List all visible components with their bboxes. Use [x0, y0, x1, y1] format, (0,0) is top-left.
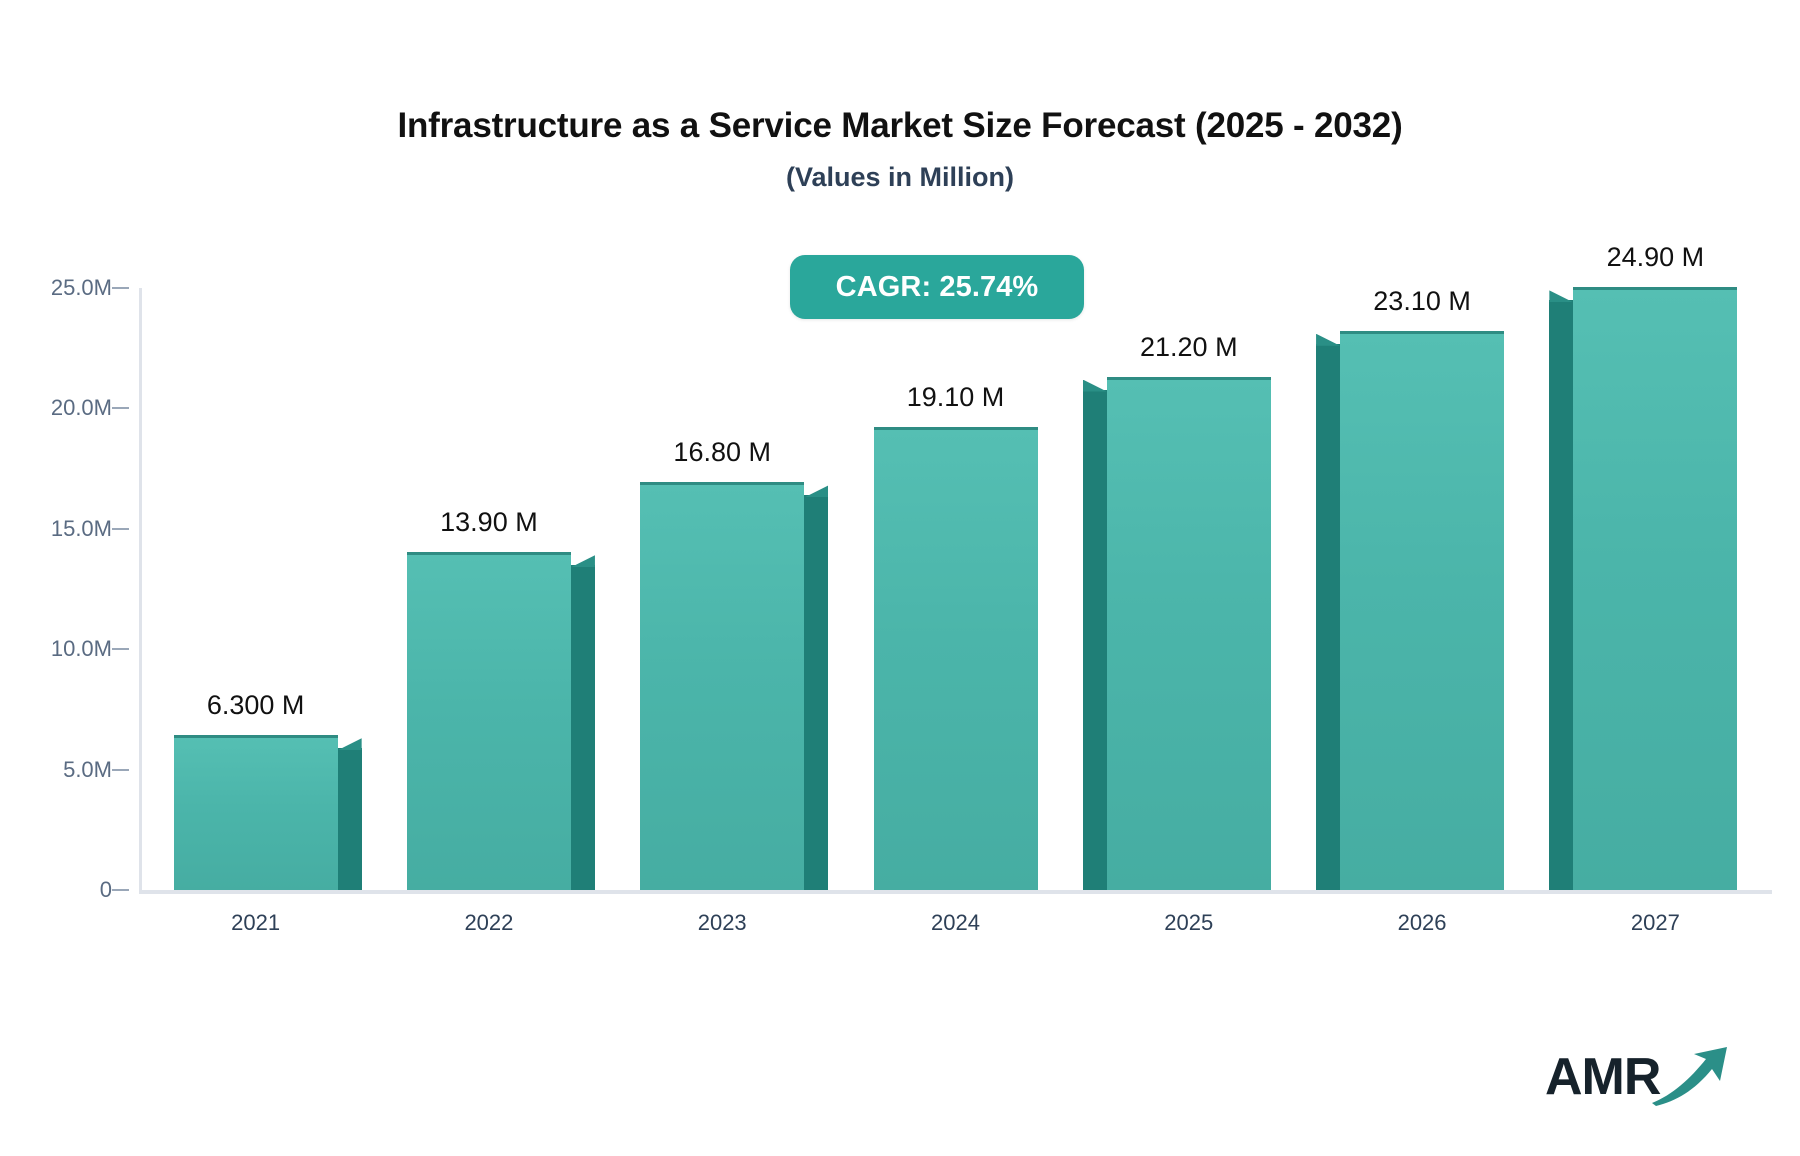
y-axis-tick-label: 10.0M [50, 636, 112, 662]
amr-logo-text: AMR [1545, 1048, 1661, 1106]
y-axis-tick-label: 0 [99, 877, 112, 902]
bar-top-bevel [1316, 333, 1341, 346]
bar-2026[interactable] [1316, 330, 1505, 890]
bar-side-face [570, 565, 595, 890]
page-title: Infrastructure as a Service Market Size … [397, 106, 1403, 145]
y-axis-tick-mark [112, 527, 129, 530]
x-axis-tick-label: 2024 [931, 910, 980, 935]
y-axis-tick-mark [112, 287, 129, 289]
x-axis-tick-label: 2023 [697, 910, 747, 935]
bar-top-bevel [1082, 379, 1107, 392]
x-axis-tick-label: 2021 [231, 910, 281, 935]
bar-2022[interactable] [406, 552, 595, 890]
bar-front-face [640, 482, 805, 890]
bar-2025[interactable] [1082, 376, 1271, 890]
bar-side-face [1549, 300, 1574, 890]
bar-side-face [1316, 343, 1341, 890]
x-axis-tick-label: 2025 [1164, 910, 1214, 935]
y-axis-line [139, 288, 142, 893]
bar-value-label: 16.80 M [673, 437, 771, 468]
x-axis-tick-label: 2022 [464, 910, 514, 935]
x-axis-line [139, 890, 1772, 894]
y-axis-tick-mark [112, 768, 129, 771]
x-axis-tick-label: 2026 [1397, 910, 1447, 935]
bar-2024[interactable] [873, 427, 1038, 890]
bar-2021[interactable] [173, 735, 362, 890]
bar-side-face [804, 495, 829, 890]
bar-top-bevel [804, 485, 829, 498]
bar-2027[interactable] [1549, 287, 1738, 890]
y-axis-tick-mark [112, 648, 129, 651]
title-block: Infrastructure as a Service Market Size … [0, 105, 1800, 193]
bar-top-bevel [1549, 290, 1574, 303]
y-axis-tick-mark [112, 889, 129, 891]
bar-value-label: 19.10 M [906, 382, 1005, 413]
cagr-badge: CAGR: 25.74% [790, 255, 1084, 319]
x-axis-tick-label: 2027 [1630, 910, 1680, 935]
bar-front-face [1106, 376, 1271, 890]
chart-subtitle: (Values in Million) [785, 162, 1015, 192]
bar-front-face [1573, 287, 1738, 890]
upward-arrow-icon [1650, 1045, 1730, 1112]
amr-logo: AMR [1545, 1045, 1730, 1117]
y-axis-tick-label: 5.0M [63, 756, 112, 782]
bar-front-face [173, 735, 338, 890]
bar-value-label: 24.90 M [1606, 242, 1705, 273]
bar-side-face [337, 748, 362, 890]
bar-value-label: 23.10 M [1373, 285, 1471, 316]
y-axis-tick-label: 15.0M [50, 515, 112, 541]
bar-front-face [1340, 330, 1505, 890]
bar-side-face [1082, 389, 1107, 890]
y-axis-tick-label: 25.0M [50, 275, 112, 300]
bar-top-bevel [570, 555, 595, 568]
cagr-badge-label: CAGR: 25.74% [835, 270, 1039, 303]
bar-front-face [406, 552, 571, 890]
bar-2023[interactable] [640, 482, 829, 890]
bar-value-label: 6.300 M [206, 690, 305, 721]
y-axis-tick-label: 20.0M [50, 395, 112, 421]
bar-value-label: 13.90 M [440, 507, 538, 538]
bar-front-face [873, 427, 1038, 890]
bar-value-label: 21.20 M [1140, 331, 1238, 362]
bar-top-bevel [337, 738, 362, 751]
y-axis-tick-mark [112, 407, 129, 410]
